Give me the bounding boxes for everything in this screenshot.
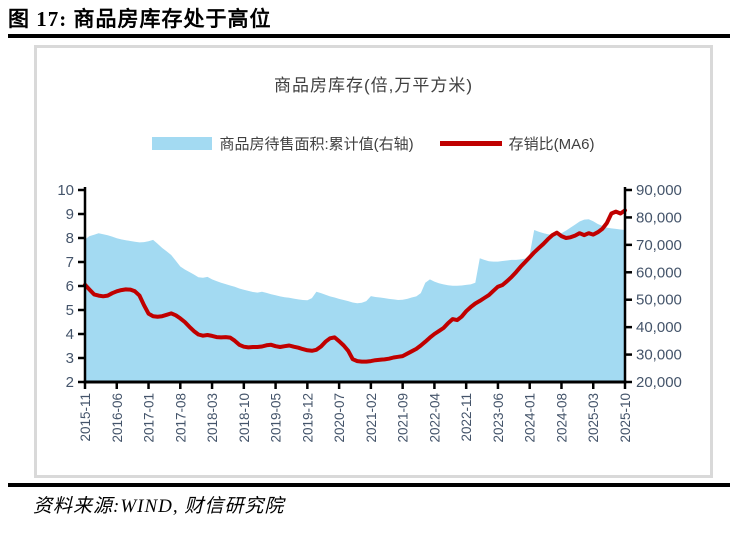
source-divider-rule (8, 483, 730, 487)
x-axis-tick-label: 2021-02 (364, 393, 379, 443)
x-axis-tick-label: 2024-01 (523, 393, 538, 443)
chart-panel: 商品房库存(倍,万平方米) 商品房待售面积:累计值(右轴) 存销比(MA6) 1… (34, 45, 713, 478)
legend-label-area: 商品房待售面积:累计值(右轴) (219, 136, 414, 153)
x-axis-tick-label: 2016-06 (110, 393, 125, 443)
x-axis-tick-label: 2018-03 (205, 393, 220, 443)
chart-title: 商品房库存(倍,万平方米) (273, 76, 474, 95)
x-axis-tick-label: 2021-09 (396, 393, 411, 443)
chart-legend: 商品房待售面积:累计值(右轴) 存销比(MA6) (37, 133, 710, 154)
right-axis-tick-label: 20,000 (636, 374, 682, 391)
right-axis-tick-label: 50,000 (636, 292, 682, 309)
left-axis-tick-label: 3 (66, 350, 74, 367)
axes (78, 187, 632, 389)
left-axis-tick-label: 9 (66, 206, 74, 223)
title-divider-rule (8, 34, 730, 38)
x-axis-tick-label: 2022-04 (427, 393, 442, 443)
x-axis-tick-label: 2018-10 (237, 393, 252, 443)
right-axis-tick-label: 80,000 (636, 209, 682, 226)
x-axis-tick-label: 2024-08 (554, 393, 569, 443)
legend-item-line: 存销比(MA6) (439, 133, 595, 154)
x-axis-tick-label: 2015-11 (78, 393, 93, 442)
right-axis-tick-label: 30,000 (636, 347, 682, 364)
x-axis-tick-label: 2025-03 (586, 393, 601, 443)
x-axis-tick-label: 2017-01 (142, 393, 157, 443)
legend-label-line: 存销比(MA6) (508, 136, 595, 153)
right-axis-tick-label: 70,000 (636, 237, 682, 254)
x-axis-tick-label: 2023-06 (491, 393, 506, 443)
x-axis-tick-label: 2017-08 (173, 393, 188, 443)
figure-title: 图 17: 商品房库存处于高位 (8, 7, 272, 31)
right-axis-tick-label: 90,000 (636, 182, 682, 199)
source-text: 资料来源:WIND, 财信研究院 (33, 496, 285, 517)
left-axis-tick-label: 10 (57, 182, 74, 199)
left-axis-tick-label: 6 (66, 278, 74, 295)
left-axis-tick-label: 2 (66, 374, 74, 391)
x-axis-tick-label: 2019-05 (269, 393, 284, 443)
left-axis-tick-label: 4 (66, 326, 74, 343)
left-axis-tick-label: 8 (66, 230, 74, 247)
x-axis-tick-label: 2019-12 (300, 393, 315, 443)
legend-item-area: 商品房待售面积:累计值(右轴) (152, 133, 414, 154)
x-axis-tick-label: 2025-10 (618, 393, 633, 443)
right-axis-tick-label: 40,000 (636, 319, 682, 336)
area-series-swatch-icon (152, 137, 213, 150)
area-series (85, 219, 625, 382)
left-axis-tick-label: 5 (66, 302, 74, 319)
axis-labels: 10 9 8 7 6 5 4 3 2 90,000 80,000 70,000 60,000 50,000… (57, 182, 682, 443)
line-series-swatch-icon (439, 141, 502, 146)
x-axis-tick-label: 2022-11 (459, 393, 474, 442)
plot-svg: 10 9 8 7 6 5 4 3 2 90,000 80,000 70,000 60,000 50,000… (57, 182, 682, 443)
left-axis-tick-label: 7 (66, 254, 74, 271)
right-axis-tick-label: 60,000 (636, 264, 682, 281)
x-axis-tick-label: 2020-07 (332, 393, 347, 443)
line-series (83, 208, 627, 364)
